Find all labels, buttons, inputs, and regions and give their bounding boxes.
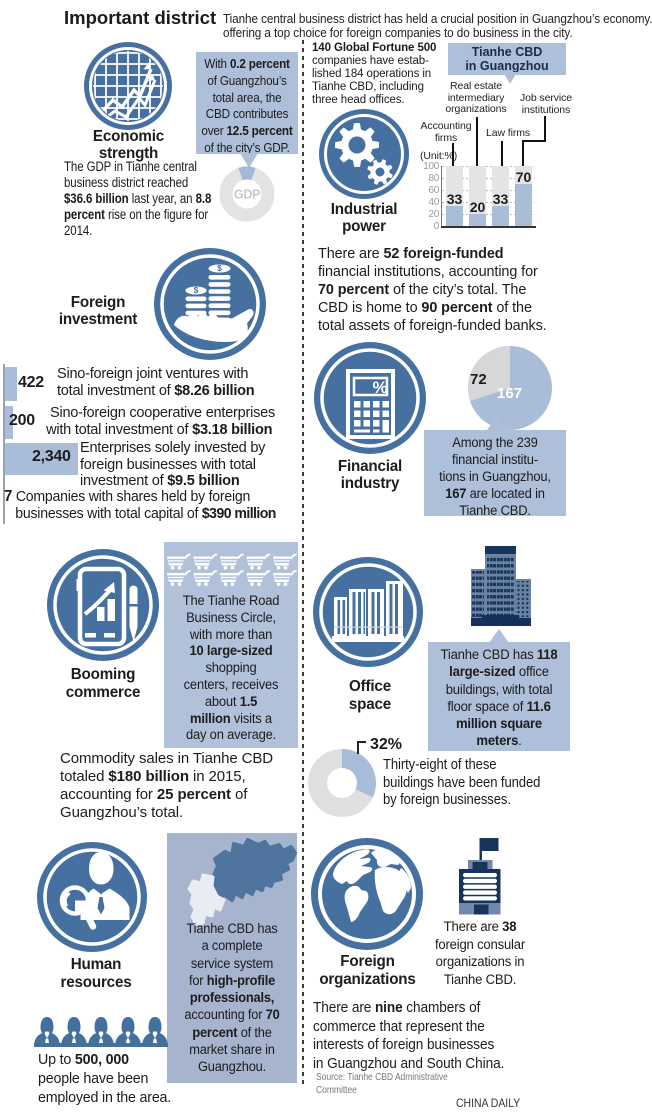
svg-text:$: $ bbox=[194, 285, 199, 295]
svg-text:$: $ bbox=[217, 263, 222, 273]
svg-text:GDP: GDP bbox=[234, 188, 260, 202]
svg-text:%: % bbox=[372, 378, 387, 397]
